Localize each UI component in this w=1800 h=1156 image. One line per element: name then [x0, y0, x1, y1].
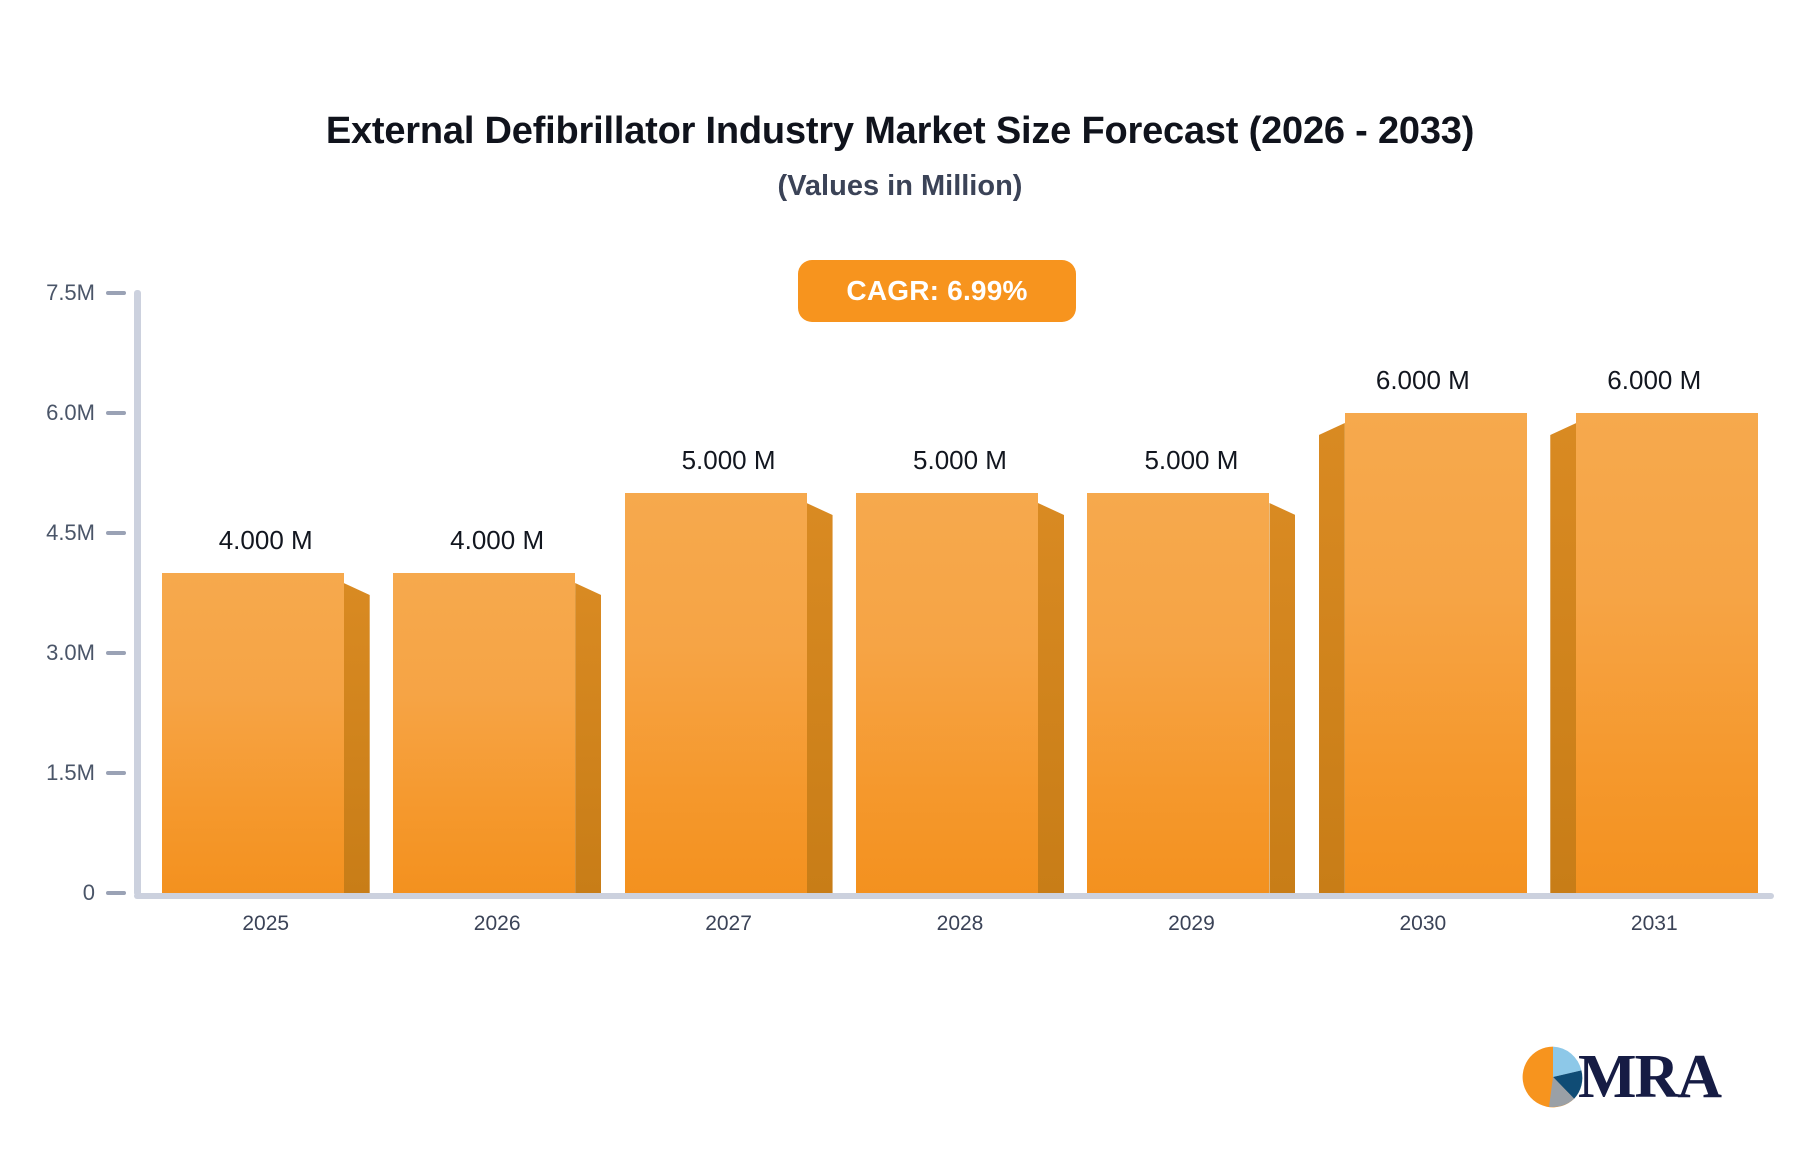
bar-2031[interactable]	[1576, 413, 1759, 893]
x-axis-label-2025: 2025	[242, 912, 290, 935]
y-axis-tick-mark	[106, 651, 126, 655]
chart-subtitle: (Values in Million)	[777, 170, 1023, 202]
bar-2027[interactable]	[624, 493, 807, 893]
bar-value-label: 5.000 M	[1144, 445, 1239, 475]
bar-value-label: 4.000 M	[450, 525, 545, 555]
y-axis-tick-mark	[106, 771, 126, 775]
bar-2029[interactable]	[1087, 493, 1270, 893]
bar-3d-side	[1038, 503, 1064, 893]
y-axis-line	[134, 290, 141, 896]
y-axis-tick-mark	[106, 411, 126, 415]
bar-value-label: 5.000 M	[913, 445, 1007, 475]
y-axis-tick-mark	[106, 531, 126, 535]
bar-3d-side	[1318, 423, 1345, 893]
bar-value-label: 6.000 M	[1375, 365, 1470, 395]
bar-value-label: 6.000 M	[1607, 365, 1702, 395]
bar-3d-side	[1269, 503, 1296, 893]
y-axis-tick-label: 6.0M	[46, 400, 95, 425]
bar-3d-side	[575, 583, 602, 893]
y-axis-tick-label: 7.5M	[46, 280, 95, 305]
y-axis-tick-mark	[106, 291, 126, 295]
bar-3d-side	[343, 583, 370, 893]
x-axis-label-2027: 2027	[705, 912, 752, 935]
x-axis-label-2026: 2026	[473, 912, 521, 935]
logo-wordmark: MRA	[1578, 1043, 1722, 1111]
cagr-badge-label: CAGR: 6.99%	[846, 275, 1028, 306]
bar-2028[interactable]	[856, 493, 1038, 893]
bar-3d-side	[806, 503, 833, 893]
y-axis-tick-label: 4.5M	[46, 520, 95, 545]
chart-title: External Defibrillator Industry Market S…	[325, 110, 1475, 152]
x-axis-label-2031: 2031	[1630, 912, 1678, 935]
bar-3d-side	[1550, 423, 1577, 893]
x-axis-label-2029: 2029	[1168, 912, 1215, 935]
bar-2030[interactable]	[1344, 413, 1527, 893]
y-axis-tick-mark	[106, 891, 126, 895]
y-axis-tick-label: 3.0M	[46, 640, 95, 665]
bar-value-label: 4.000 M	[218, 525, 313, 555]
pie-chart-logo-icon	[1522, 1046, 1583, 1108]
y-axis-tick-label: 1.5M	[46, 760, 95, 785]
mra-logo: MRA	[1520, 1040, 1750, 1114]
x-axis-line	[134, 893, 1774, 899]
bar-2025[interactable]	[161, 573, 344, 893]
bar-value-label: 5.000 M	[681, 445, 776, 475]
x-axis-label-2030: 2030	[1399, 912, 1447, 935]
cagr-badge: CAGR: 6.99%	[798, 260, 1076, 322]
y-axis-tick-label: 0	[82, 880, 95, 905]
x-axis-label-2028: 2028	[936, 912, 984, 935]
bar-2026[interactable]	[393, 573, 576, 893]
